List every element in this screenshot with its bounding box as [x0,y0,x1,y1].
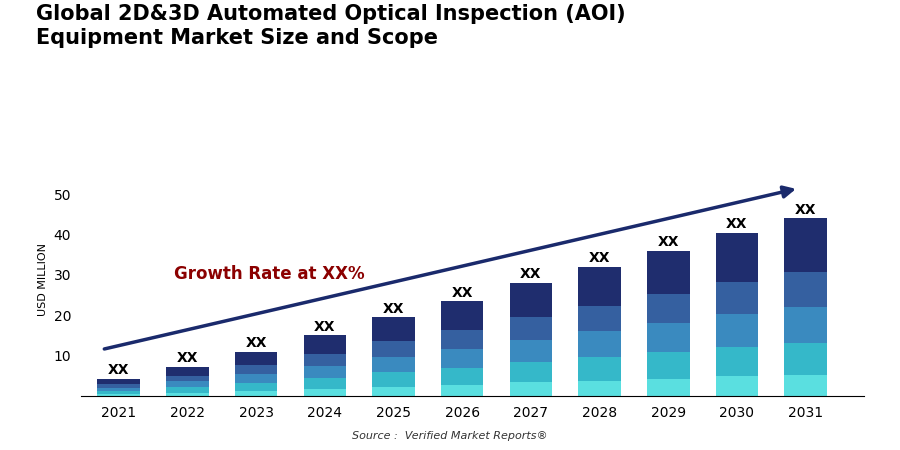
Bar [441,385,483,396]
Bar [509,317,553,339]
Bar [716,376,758,396]
Text: XX: XX [382,302,404,316]
Bar [647,251,689,294]
Bar [716,314,758,347]
Bar [647,324,689,352]
Bar [509,283,553,317]
Text: XX: XX [658,235,679,249]
Bar [166,392,209,396]
Bar [97,384,140,387]
Bar [235,374,277,382]
Bar [303,389,346,396]
Bar [784,343,827,375]
Bar [509,382,553,396]
Bar [647,294,689,324]
Bar [97,387,140,391]
Text: XX: XX [452,286,472,300]
Text: XX: XX [176,351,198,365]
Bar [579,267,621,306]
Bar [579,306,621,332]
Bar [784,219,827,272]
Bar [166,387,209,392]
Bar [373,357,415,373]
Bar [303,378,346,389]
Bar [97,394,140,396]
Bar [509,362,553,382]
Text: XX: XX [589,251,610,266]
Bar [373,387,415,396]
Bar [235,351,277,365]
Bar [716,282,758,314]
Bar [647,378,689,396]
Bar [441,349,483,368]
Bar [166,376,209,382]
Bar [373,341,415,357]
Bar [716,233,758,282]
Bar [441,330,483,349]
Bar [647,352,689,378]
Text: Global 2D&3D Automated Optical Inspection (AOI)
Equipment Market Size and Scope: Global 2D&3D Automated Optical Inspectio… [36,4,625,48]
Bar [373,317,415,341]
Bar [509,339,553,362]
Text: Source :  Verified Market Reports®: Source : Verified Market Reports® [352,431,548,441]
Text: XX: XX [246,336,267,350]
Text: Growth Rate at XX%: Growth Rate at XX% [174,265,364,283]
Bar [579,381,621,396]
Bar [784,272,827,307]
Bar [166,382,209,387]
Bar [373,373,415,387]
Bar [579,357,621,381]
Bar [235,391,277,396]
Bar [97,391,140,394]
Bar [441,301,483,330]
Bar [235,382,277,391]
Text: XX: XX [795,203,816,217]
Bar [784,307,827,343]
Bar [235,365,277,374]
Bar [441,368,483,385]
Text: XX: XX [108,364,130,378]
Bar [784,375,827,396]
Bar [579,332,621,357]
Bar [303,366,346,378]
Bar [303,354,346,366]
Text: XX: XX [726,217,748,231]
Bar [97,379,140,384]
Bar [716,347,758,376]
Y-axis label: USD MILLION: USD MILLION [38,243,48,315]
Bar [303,336,346,354]
Text: XX: XX [314,320,336,334]
Text: XX: XX [520,267,542,281]
Bar [166,367,209,376]
